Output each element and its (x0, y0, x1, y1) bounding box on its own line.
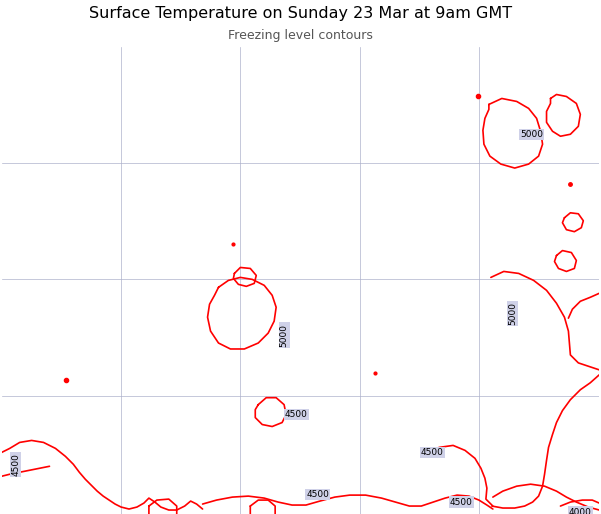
Text: 4500: 4500 (11, 453, 20, 476)
Text: 4000: 4000 (569, 507, 592, 514)
Text: 4500: 4500 (285, 410, 308, 419)
Text: Freezing level contours: Freezing level contours (228, 29, 373, 42)
Text: 5000: 5000 (279, 323, 288, 346)
Text: 4500: 4500 (450, 498, 472, 507)
Text: Surface Temperature on Sunday 23 Mar at 9am GMT: Surface Temperature on Sunday 23 Mar at … (89, 6, 512, 21)
Text: 5000: 5000 (508, 302, 517, 325)
Text: 4500: 4500 (421, 448, 444, 457)
Text: 5000: 5000 (520, 130, 543, 139)
Text: 4500: 4500 (307, 490, 329, 499)
